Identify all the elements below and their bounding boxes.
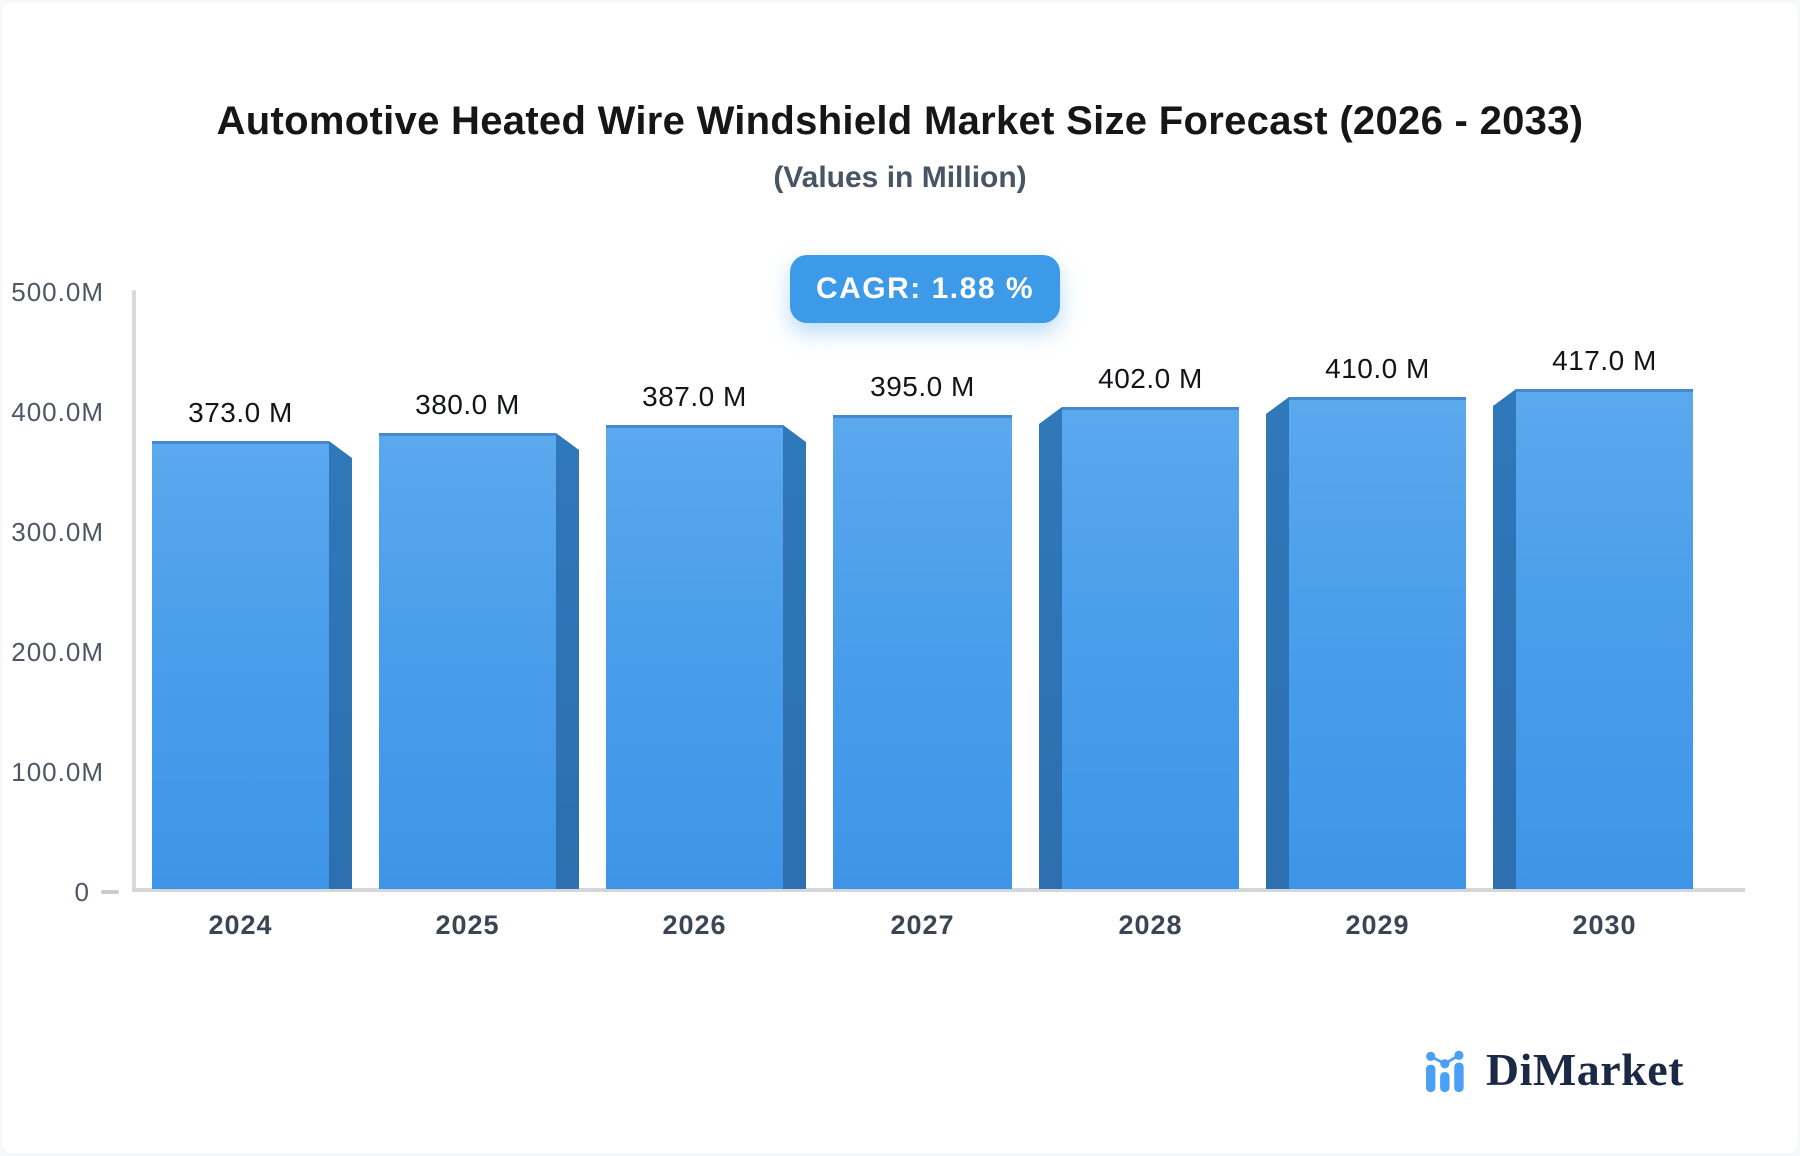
bar-front-face	[1062, 407, 1239, 889]
bar-2030[interactable]	[1493, 389, 1693, 889]
y-axis-tick-label: 200.0M	[11, 637, 104, 667]
bar-front-face	[152, 441, 329, 889]
y-axis-tick-label: 0	[74, 877, 90, 907]
x-axis-label-2025: 2025	[435, 910, 500, 940]
chart-subtitle: (Values in Million)	[773, 161, 1027, 194]
bar-2024[interactable]	[152, 441, 352, 889]
bar-group-2027: 395.0 M 2027	[833, 371, 1012, 940]
bar-2025[interactable]	[379, 433, 579, 889]
bar-group-2025: 380.0 M 2025	[379, 389, 579, 940]
cagr-badge-label: CAGR: 1.88 %	[815, 272, 1035, 305]
logo-text: DiMarket	[1485, 1044, 1684, 1095]
bar-chart-logo-icon	[1425, 1050, 1464, 1092]
bar-group-2029: 410.0 M 2029	[1266, 353, 1466, 940]
bar-group-2026: 387.0 M 2026	[606, 381, 806, 940]
bar-front-face	[1516, 389, 1693, 889]
cagr-badge: CAGR: 1.88 %	[790, 255, 1060, 323]
zero-tick-mark	[101, 890, 119, 894]
dimarket-logo: DiMarket	[1425, 1043, 1684, 1096]
bar-front-face	[606, 425, 783, 889]
bar-value-label: 373.0 M	[188, 397, 293, 428]
y-axis-tick-label: 500.0M	[11, 277, 104, 307]
bar-side-face	[1493, 389, 1516, 889]
bar-2028[interactable]	[1039, 407, 1239, 889]
bar-group-2030: 417.0 M 2030	[1493, 345, 1693, 940]
x-axis-line	[132, 888, 1745, 892]
y-axis-tick-label: 400.0M	[11, 397, 104, 427]
bar-value-label: 395.0 M	[870, 371, 975, 402]
bar-2027[interactable]	[833, 415, 1012, 889]
bar-front-face	[1289, 397, 1466, 889]
bar-group-2028: 402.0 M 2028	[1039, 363, 1239, 940]
bar-value-label: 380.0 M	[415, 389, 520, 420]
bar-side-face	[783, 425, 806, 889]
x-axis-label-2029: 2029	[1345, 910, 1410, 940]
bar-value-label: 402.0 M	[1098, 363, 1203, 394]
bar-group-2024: 373.0 M 2024	[152, 397, 352, 940]
x-axis-label-2028: 2028	[1118, 910, 1183, 940]
x-axis-label-2030: 2030	[1572, 910, 1637, 940]
bar-front-face	[833, 415, 1012, 889]
bar-value-label: 417.0 M	[1552, 345, 1657, 376]
bar-front-face	[379, 433, 556, 889]
bar-side-face	[329, 441, 352, 889]
x-axis-label-2024: 2024	[208, 910, 273, 940]
chart-card: Automotive Heated Wire Windshield Market…	[2, 3, 1798, 1153]
y-axis-line	[132, 290, 136, 890]
chart-title: Automotive Heated Wire Windshield Market…	[216, 99, 1584, 143]
y-axis-tick-label: 300.0M	[11, 517, 104, 547]
x-axis-label-2027: 2027	[890, 910, 955, 940]
bar-side-face	[556, 433, 579, 889]
bar-side-face	[1039, 407, 1062, 889]
bar-value-label: 387.0 M	[642, 381, 747, 412]
bar-2026[interactable]	[606, 425, 806, 889]
bars-row: 373.0 M 2024 380.0 M 2025 387.0 M 2026 395.0 M…	[152, 288, 1693, 940]
bar-value-label: 410.0 M	[1325, 353, 1430, 384]
y-axis-tick-label: 100.0M	[11, 757, 104, 787]
x-axis-label-2026: 2026	[662, 910, 727, 940]
bar-2029[interactable]	[1266, 397, 1466, 889]
bar-side-face	[1266, 397, 1289, 889]
